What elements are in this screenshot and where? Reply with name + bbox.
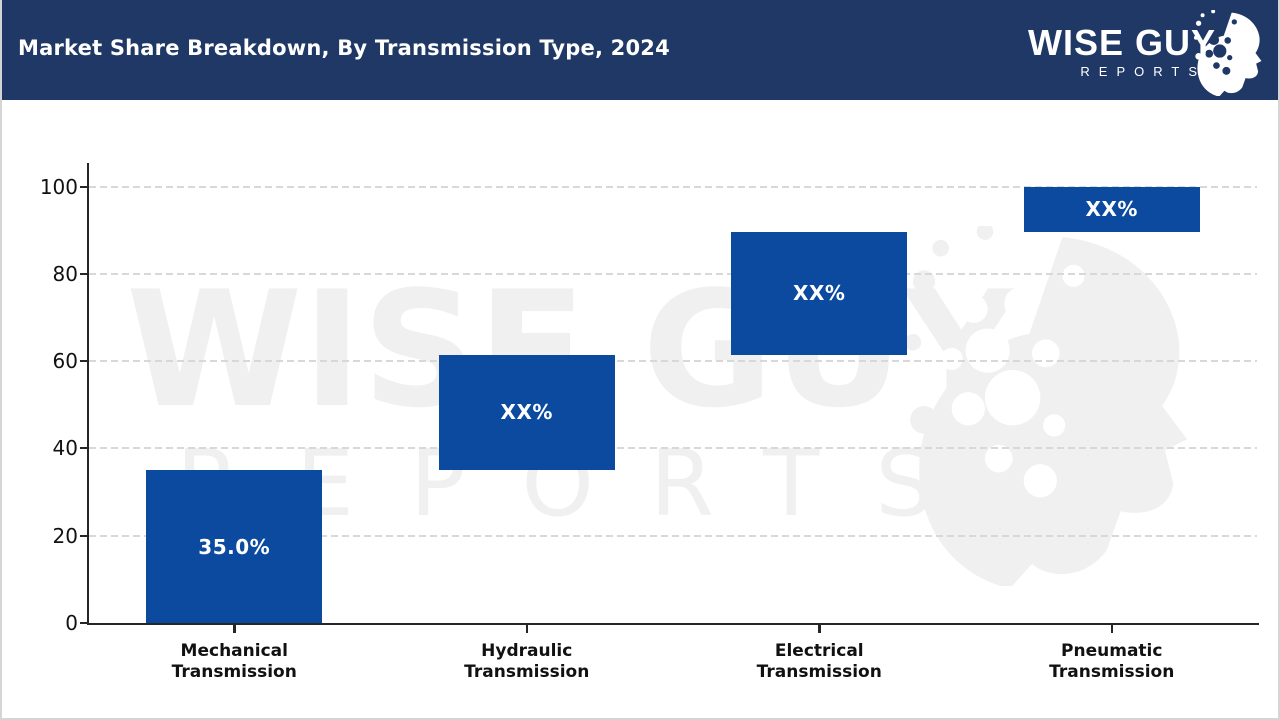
y-tick-label: 60 [52,349,78,374]
page-title: Market Share Breakdown, By Transmission … [18,36,670,60]
gridline [89,272,1257,275]
y-tick [80,185,88,188]
x-tick [525,625,528,633]
x-axis-label: Mechanical Transmission [171,641,297,682]
x-axis-label: Hydraulic Transmission [464,641,590,682]
x-axis-label: Electrical Transmission [756,641,882,682]
bar-value-label: XX% [793,281,846,306]
bar: XX% [1023,186,1200,233]
bar: XX% [438,354,615,471]
y-tick-label: 20 [52,523,78,548]
bar: 35.0% [146,470,323,623]
watermark-face-icon [904,226,1188,586]
x-axis-label: Pneumatic Transmission [1049,641,1175,682]
gridline [89,534,1257,537]
x-axis-line [86,622,1259,625]
gridline [89,447,1257,450]
wiseguy-logo: WISE GUY REPORTS [1012,6,1274,96]
header-bar: Market Share Breakdown, By Transmission … [0,0,1280,100]
y-tick-label: 80 [52,261,78,286]
bar: XX% [731,232,908,355]
y-tick [80,534,88,537]
x-tick [818,625,821,633]
gridline [89,360,1257,363]
y-tick [80,447,88,450]
y-tick-label: 100 [39,174,78,199]
bar-value-label: 35.0% [198,534,271,559]
y-tick-label: 40 [52,436,78,461]
bar-value-label: XX% [500,400,553,425]
bar-value-label: XX% [1085,197,1138,222]
y-tick-label: 0 [65,611,78,635]
gridline [89,185,1257,188]
y-tick [80,272,88,275]
wiseguy-face-icon [1193,10,1262,96]
y-tick [80,360,88,363]
x-tick [233,625,236,633]
logo-wordmark: WISE GUY [1027,22,1216,63]
x-tick [1110,625,1113,633]
logo-subtitle: REPORTS [1080,64,1206,79]
y-tick [80,622,88,624]
y-axis-line [86,163,89,625]
